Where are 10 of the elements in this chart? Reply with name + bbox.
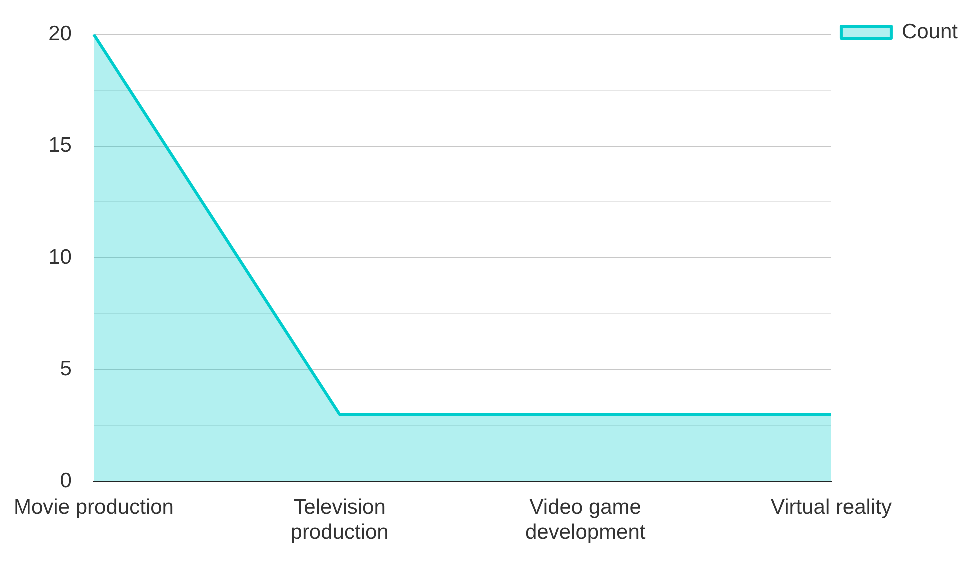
y-tick-label: 10	[48, 246, 72, 269]
legend-label: Count	[902, 20, 958, 44]
y-tick-label: 0	[60, 469, 72, 492]
x-tick-label: Video game development	[526, 496, 646, 544]
y-tick-label: 15	[48, 134, 72, 158]
x-tick-label: Movie production	[14, 496, 174, 519]
y-tick-label: 20	[48, 22, 72, 46]
x-tick-label: Television production	[290, 496, 389, 544]
x-tick-label: Virtual reality	[770, 496, 892, 519]
y-tick-label: 5	[60, 358, 72, 381]
